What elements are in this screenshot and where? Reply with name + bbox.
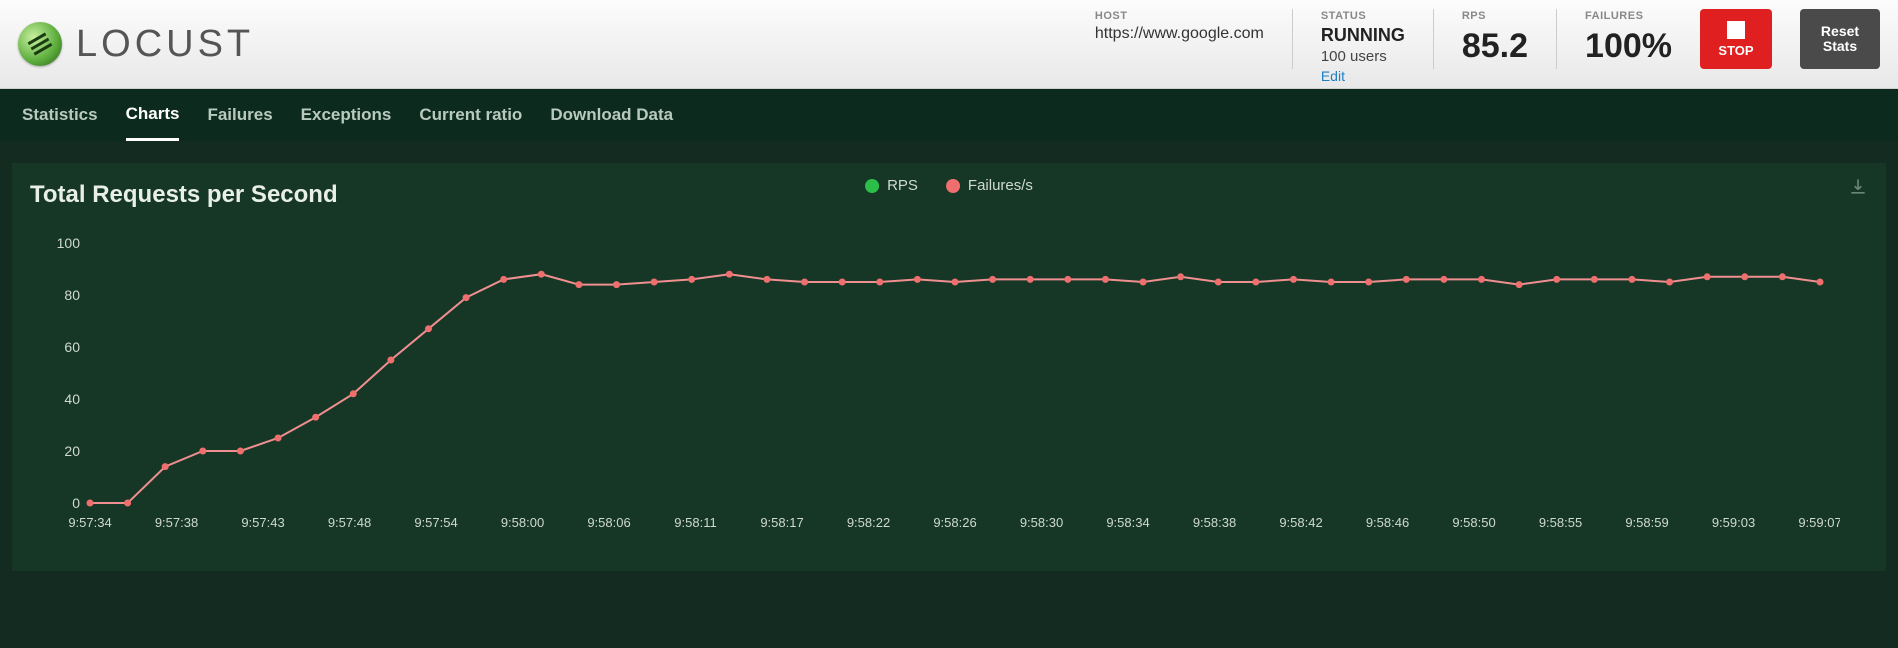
tab-charts[interactable]: Charts <box>126 90 180 141</box>
edit-link[interactable]: Edit <box>1321 67 1405 85</box>
svg-text:9:58:59: 9:58:59 <box>1625 515 1668 530</box>
stop-label: STOP <box>1718 43 1753 58</box>
status-block: STATUS RUNNING 100 users Edit <box>1321 9 1405 84</box>
svg-text:9:59:07: 9:59:07 <box>1798 515 1840 530</box>
failures-label: FAILURES <box>1585 9 1672 23</box>
svg-text:9:57:38: 9:57:38 <box>155 515 198 530</box>
legend-rps-label: RPS <box>887 177 918 194</box>
svg-text:60: 60 <box>64 339 80 355</box>
svg-text:9:58:34: 9:58:34 <box>1106 515 1149 530</box>
svg-text:40: 40 <box>64 391 80 407</box>
rps-label: RPS <box>1462 9 1528 23</box>
legend-dot-failures <box>946 179 960 193</box>
tab-download-data[interactable]: Download Data <box>550 91 673 139</box>
users-text: 100 users <box>1321 47 1405 67</box>
rps-value: 85.2 <box>1462 24 1528 68</box>
svg-text:9:58:00: 9:58:00 <box>501 515 544 530</box>
chart-legend: RPS Failures/s <box>865 177 1033 194</box>
divider <box>1556 9 1557 69</box>
app-header: LOCUST HOST https://www.google.com STATU… <box>0 0 1898 89</box>
svg-text:9:57:54: 9:57:54 <box>414 515 457 530</box>
chart-svg: 0 20 40 60 80 100 9:57:34 9:57:38 9:57:43 9:57:48… <box>30 237 1840 537</box>
chart-panel: Total Requests per Second RPS Failures/s… <box>12 163 1886 571</box>
tab-exceptions[interactable]: Exceptions <box>301 91 392 139</box>
svg-text:9:58:22: 9:58:22 <box>847 515 890 530</box>
rps-block: RPS 85.2 <box>1462 9 1528 67</box>
svg-text:9:59:03: 9:59:03 <box>1712 515 1755 530</box>
divider <box>1292 9 1293 69</box>
legend-dot-rps <box>865 179 879 193</box>
failures-block: FAILURES 100% <box>1585 9 1672 67</box>
divider <box>1433 9 1434 69</box>
svg-text:20: 20 <box>64 443 80 459</box>
svg-text:9:57:43: 9:57:43 <box>241 515 284 530</box>
svg-text:80: 80 <box>64 287 80 303</box>
svg-text:100: 100 <box>57 237 81 251</box>
locust-icon <box>18 22 62 66</box>
reset-line1: Reset <box>1821 24 1859 39</box>
brand-name: LOCUST <box>76 23 254 66</box>
header-stats: HOST https://www.google.com STATUS RUNNI… <box>1095 3 1880 84</box>
status-value: RUNNING <box>1321 24 1405 47</box>
tab-bar: Statistics Charts Failures Exceptions Cu… <box>0 89 1898 141</box>
svg-text:9:58:30: 9:58:30 <box>1020 515 1063 530</box>
legend-rps[interactable]: RPS <box>865 177 918 194</box>
svg-text:9:58:38: 9:58:38 <box>1193 515 1236 530</box>
stop-button[interactable]: STOP <box>1700 9 1772 69</box>
reset-line2: Stats <box>1823 39 1857 54</box>
legend-failures-label: Failures/s <box>968 177 1033 194</box>
failures-value: 100% <box>1585 24 1672 68</box>
tab-current-ratio[interactable]: Current ratio <box>419 91 522 139</box>
tab-statistics[interactable]: Statistics <box>22 91 98 139</box>
svg-text:9:58:42: 9:58:42 <box>1279 515 1322 530</box>
reset-stats-button[interactable]: Reset Stats <box>1800 9 1880 69</box>
svg-text:9:58:55: 9:58:55 <box>1539 515 1582 530</box>
svg-text:9:58:50: 9:58:50 <box>1452 515 1495 530</box>
brand: LOCUST <box>18 22 254 66</box>
svg-text:9:58:17: 9:58:17 <box>760 515 803 530</box>
svg-text:9:58:11: 9:58:11 <box>674 515 716 530</box>
status-label: STATUS <box>1321 9 1405 23</box>
host-value: https://www.google.com <box>1095 24 1264 45</box>
host-block: HOST https://www.google.com <box>1095 9 1264 44</box>
svg-text:9:58:26: 9:58:26 <box>933 515 976 530</box>
download-icon[interactable] <box>1848 177 1868 202</box>
svg-text:9:58:46: 9:58:46 <box>1366 515 1409 530</box>
host-label: HOST <box>1095 9 1264 23</box>
legend-failures[interactable]: Failures/s <box>946 177 1033 194</box>
svg-text:9:57:34: 9:57:34 <box>68 515 111 530</box>
svg-text:9:57:48: 9:57:48 <box>328 515 371 530</box>
tab-failures[interactable]: Failures <box>207 91 272 139</box>
svg-text:0: 0 <box>72 495 80 511</box>
svg-text:9:58:06: 9:58:06 <box>587 515 630 530</box>
stop-icon <box>1727 21 1745 39</box>
chart-body: 0 20 40 60 80 100 9:57:34 9:57:38 9:57:43 9:57:48… <box>30 237 1880 557</box>
